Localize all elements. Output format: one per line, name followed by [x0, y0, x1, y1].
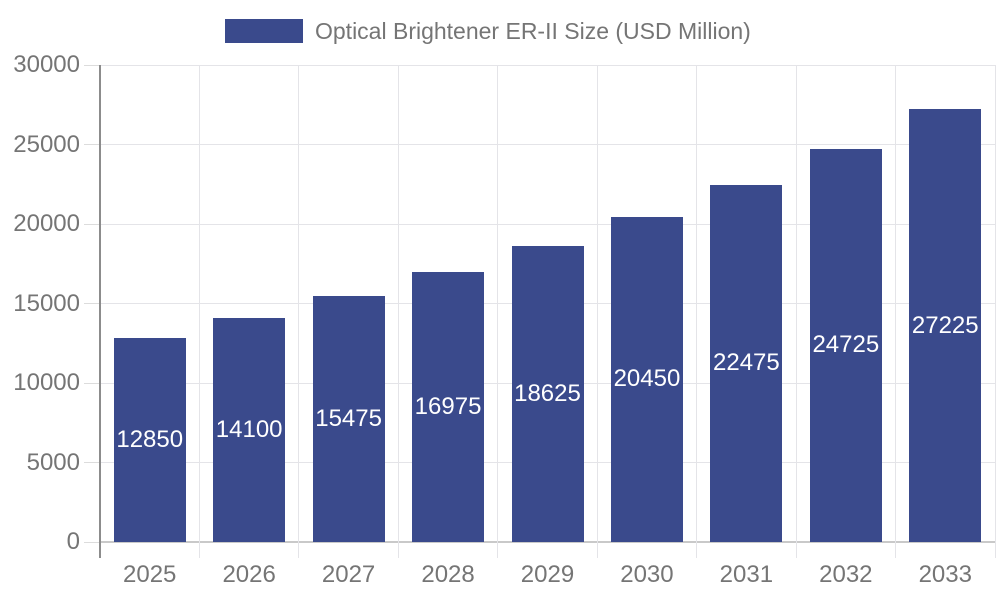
v-gridline	[895, 65, 897, 558]
v-gridline	[198, 65, 200, 558]
y-axis-label: 15000	[13, 289, 80, 317]
x-axis-label: 2029	[520, 561, 575, 588]
v-gridline	[696, 65, 698, 558]
v-gridline	[994, 65, 996, 558]
h-gridline	[100, 64, 995, 66]
bar-2032[interactable]	[809, 148, 882, 542]
bar-2028[interactable]	[412, 272, 485, 542]
x-axis-label: 2025	[123, 561, 177, 588]
h-gridline	[100, 223, 995, 225]
legend-swatch[interactable]	[225, 19, 303, 43]
y-axis-tick	[84, 223, 100, 225]
bar-2029[interactable]	[511, 245, 584, 542]
v-gridline	[596, 65, 598, 558]
y-axis-tick	[84, 144, 100, 145]
y-axis-label: 0	[66, 528, 80, 555]
bar-2031[interactable]	[710, 184, 783, 542]
x-axis-label: 2033	[918, 561, 972, 588]
bar-2033[interactable]	[909, 109, 982, 542]
y-axis-label: 25000	[13, 130, 80, 158]
v-gridline	[397, 65, 399, 558]
y-axis-tick	[84, 64, 100, 66]
bar-2026[interactable]	[213, 317, 286, 542]
y-axis-tick	[84, 462, 100, 463]
h-gridline	[100, 144, 995, 145]
v-gridline	[795, 65, 797, 558]
bar-2025[interactable]	[113, 337, 186, 542]
v-gridline	[497, 65, 499, 558]
y-axis-label: 20000	[13, 210, 80, 237]
x-axis-label: 2026	[222, 561, 276, 588]
chart-legend[interactable]: Optical Brightener ER-II Size (USD Milli…	[225, 19, 751, 43]
y-axis-tick	[84, 382, 100, 384]
y-axis-tick	[84, 541, 100, 543]
x-axis-label: 2030	[620, 561, 674, 588]
x-axis-line	[100, 541, 995, 543]
x-axis-label: 2027	[321, 561, 376, 588]
y-axis-line	[99, 65, 101, 558]
v-gridline	[298, 65, 300, 558]
y-axis-tick	[84, 303, 100, 304]
y-axis-label: 30000	[13, 51, 80, 78]
y-axis-label: 10000	[13, 369, 80, 396]
bar-2027[interactable]	[312, 295, 385, 542]
bar-2030[interactable]	[610, 216, 683, 542]
x-axis-label: 2032	[819, 561, 873, 588]
y-axis-label: 5000	[26, 448, 80, 476]
x-axis-label: 2031	[719, 561, 774, 588]
x-axis-label: 2028	[421, 561, 475, 588]
legend-label: Optical Brightener ER-II Size (USD Milli…	[315, 18, 751, 44]
